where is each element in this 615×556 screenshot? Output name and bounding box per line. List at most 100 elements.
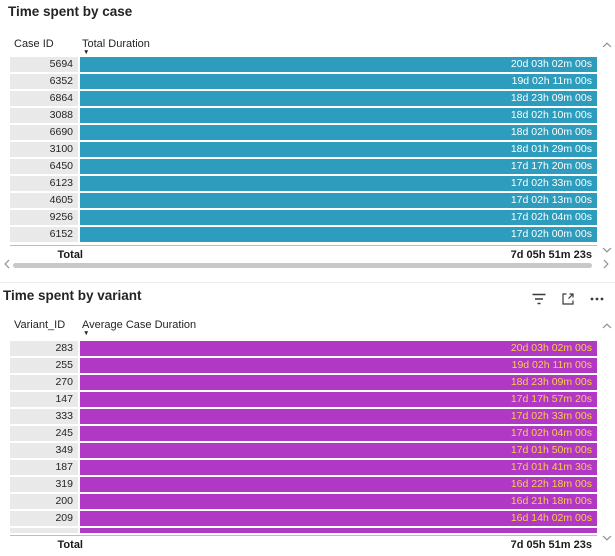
scroll-up-button[interactable] bbox=[600, 38, 614, 50]
duration-bar-cell[interactable]: 17d 01h 50m 00s bbox=[80, 443, 597, 458]
scroll-down-button[interactable] bbox=[600, 243, 614, 255]
duration-bar-cell[interactable]: 17d 02h 04m 00s bbox=[80, 210, 597, 225]
duration-bar-cell[interactable]: 18d 23h 09m 00s bbox=[80, 375, 597, 390]
total-label: Total bbox=[57, 249, 83, 261]
id-cell[interactable]: 209 bbox=[10, 511, 78, 526]
table-row[interactable]: 200 16d 21h 18m 00s bbox=[10, 494, 597, 509]
id-cell[interactable]: 4605 bbox=[10, 193, 78, 208]
id-cell[interactable]: 6123 bbox=[10, 176, 78, 191]
duration-bar-cell[interactable]: 16d 14h 02m 00s bbox=[80, 511, 597, 526]
table-row[interactable]: 245 17d 02h 04m 00s bbox=[10, 426, 597, 441]
chevron-down-icon bbox=[602, 528, 612, 546]
chevron-left-icon bbox=[4, 256, 10, 274]
id-cell[interactable]: 319 bbox=[10, 477, 78, 492]
duration-bar-cell[interactable]: 16d 22h 18m 00s bbox=[80, 477, 597, 492]
table-row[interactable]: 6864 18d 23h 09m 00s bbox=[10, 91, 597, 106]
duration-bar-cell[interactable]: 17d 02h 04m 00s bbox=[80, 426, 597, 441]
duration-bar-cell[interactable]: 17d 17h 57m 20s bbox=[80, 392, 597, 407]
table-row[interactable]: 6352 19d 02h 11m 00s bbox=[10, 74, 597, 89]
table-row[interactable]: 6690 18d 02h 00m 00s bbox=[10, 125, 597, 140]
duration-bar-cell[interactable]: 19d 02h 11m 00s bbox=[80, 74, 597, 89]
scroll-up-button[interactable] bbox=[600, 319, 614, 331]
total-value: 7d 05h 51m 23s bbox=[510, 539, 592, 551]
scroll-down-button[interactable] bbox=[600, 531, 614, 543]
table-row[interactable]: 147 17d 17h 57m 20s bbox=[10, 392, 597, 407]
duration-bar-cell[interactable]: 20d 03h 02m 00s bbox=[80, 57, 597, 72]
table-row[interactable]: 5694 20d 03h 02m 00s bbox=[10, 57, 597, 72]
table-row[interactable]: 6123 17d 02h 33m 00s bbox=[10, 176, 597, 191]
id-cell[interactable]: 147 bbox=[10, 392, 78, 407]
id-cell[interactable]: 9256 bbox=[10, 210, 78, 225]
table-row[interactable]: 4605 17d 02h 13m 00s bbox=[10, 193, 597, 208]
table-row[interactable]: 333 17d 02h 33m 00s bbox=[10, 409, 597, 424]
id-cell[interactable]: 255 bbox=[10, 358, 78, 373]
id-cell[interactable]: 200 bbox=[10, 494, 78, 509]
id-cell[interactable]: 6690 bbox=[10, 125, 78, 140]
table-row[interactable]: 6152 17d 02h 00m 00s bbox=[10, 227, 597, 242]
id-cell bbox=[10, 528, 78, 533]
scroll-left-button[interactable] bbox=[0, 259, 14, 271]
total-value: 7d 05h 51m 23s bbox=[510, 249, 592, 261]
table-body: 283 20d 03h 02m 00s 255 19d 02h 11m 00s … bbox=[10, 341, 597, 528]
id-cell[interactable]: 245 bbox=[10, 426, 78, 441]
duration-bar-cell[interactable]: 17d 02h 33m 00s bbox=[80, 409, 597, 424]
column-header-variant-id[interactable]: Variant_ID bbox=[14, 319, 66, 331]
duration-bar-cell[interactable]: 18d 23h 09m 00s bbox=[80, 91, 597, 106]
chevron-down-icon bbox=[602, 240, 612, 258]
duration-bar-cell[interactable]: 17d 17h 20m 00s bbox=[80, 159, 597, 174]
column-header-total-duration[interactable]: Total Duration ▼ bbox=[80, 38, 597, 56]
horizontal-scrollbar-thumb[interactable] bbox=[13, 263, 592, 268]
id-cell[interactable]: 3088 bbox=[10, 108, 78, 123]
table-row[interactable]: 9256 17d 02h 04m 00s bbox=[10, 210, 597, 225]
duration-bar-cell[interactable]: 19d 02h 11m 00s bbox=[80, 358, 597, 373]
id-cell[interactable]: 6450 bbox=[10, 159, 78, 174]
table-row[interactable]: 187 17d 01h 41m 30s bbox=[10, 460, 597, 475]
table-row[interactable]: 255 19d 02h 11m 00s bbox=[10, 358, 597, 373]
duration-bar-cell[interactable]: 17d 02h 13m 00s bbox=[80, 193, 597, 208]
time-spent-by-case-visual: Time spent by case Case ID Total Duratio… bbox=[0, 0, 615, 277]
duration-bar-cell[interactable]: 18d 01h 29m 00s bbox=[80, 142, 597, 157]
id-cell[interactable]: 187 bbox=[10, 460, 78, 475]
chevron-up-icon bbox=[602, 35, 612, 53]
scroll-right-button[interactable] bbox=[599, 259, 613, 271]
chevron-up-icon bbox=[602, 316, 612, 334]
duration-bar-cell[interactable]: 16d 21h 18m 00s bbox=[80, 494, 597, 509]
table-row[interactable]: 349 17d 01h 50m 00s bbox=[10, 443, 597, 458]
table-row[interactable]: 3100 18d 01h 29m 00s bbox=[10, 142, 597, 157]
table-row[interactable]: 3088 18d 02h 10m 00s bbox=[10, 108, 597, 123]
id-cell[interactable]: 270 bbox=[10, 375, 78, 390]
total-row: Total 7d 05h 51m 23s bbox=[10, 535, 597, 551]
duration-bar-cell[interactable]: 18d 02h 00m 00s bbox=[80, 125, 597, 140]
id-cell[interactable]: 333 bbox=[10, 409, 78, 424]
sort-descending-icon: ▼ bbox=[83, 49, 90, 56]
table-row[interactable]: 209 16d 14h 02m 00s bbox=[10, 511, 597, 526]
duration-bar-cell[interactable]: 17d 02h 00m 00s bbox=[80, 227, 597, 242]
table-row[interactable]: 6450 17d 17h 20m 00s bbox=[10, 159, 597, 174]
id-cell[interactable]: 6352 bbox=[10, 74, 78, 89]
sort-descending-icon: ▼ bbox=[83, 330, 90, 337]
table-header-row: Variant_ID Average Case Duration ▼ bbox=[10, 319, 597, 337]
duration-bar-cell[interactable]: 20d 03h 02m 00s bbox=[80, 341, 597, 356]
table-header-row: Case ID Total Duration ▼ bbox=[10, 38, 597, 56]
id-cell[interactable]: 5694 bbox=[10, 57, 78, 72]
duration-bar-cell[interactable]: 18d 02h 10m 00s bbox=[80, 108, 597, 123]
visual-title: Time spent by case bbox=[8, 4, 133, 19]
id-cell[interactable]: 283 bbox=[10, 341, 78, 356]
column-header-average-case-duration[interactable]: Average Case Duration ▼ bbox=[80, 319, 597, 337]
focus-mode-icon[interactable] bbox=[560, 291, 576, 307]
table-row[interactable]: 283 20d 03h 02m 00s bbox=[10, 341, 597, 356]
column-header-case-id[interactable]: Case ID bbox=[14, 38, 54, 50]
total-label: Total bbox=[57, 539, 83, 551]
more-options-icon[interactable] bbox=[589, 291, 605, 307]
table-row[interactable]: 270 18d 23h 09m 00s bbox=[10, 375, 597, 390]
id-cell[interactable]: 6152 bbox=[10, 227, 78, 242]
table-row[interactable]: 319 16d 22h 18m 00s bbox=[10, 477, 597, 492]
duration-bar-cell[interactable]: 17d 02h 33m 00s bbox=[80, 176, 597, 191]
filter-icon[interactable] bbox=[531, 291, 547, 307]
id-cell[interactable]: 3100 bbox=[10, 142, 78, 157]
duration-bar-cell[interactable]: 17d 01h 41m 30s bbox=[80, 460, 597, 475]
partial-table-row[interactable] bbox=[10, 528, 597, 533]
id-cell[interactable]: 6864 bbox=[10, 91, 78, 106]
id-cell[interactable]: 349 bbox=[10, 443, 78, 458]
